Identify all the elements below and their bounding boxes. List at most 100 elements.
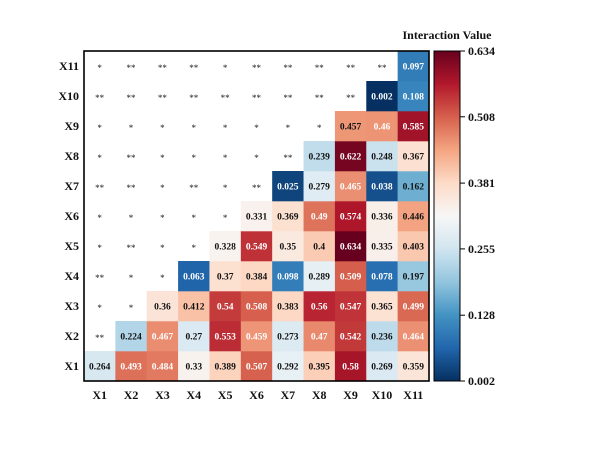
cell-value-label: 0.542	[340, 333, 362, 343]
x-tick-label: X8	[312, 388, 327, 402]
x-tick-label: X2	[124, 388, 139, 402]
heatmap-cell	[240, 321, 273, 352]
heatmap-cell	[303, 321, 336, 352]
heatmap-cell	[366, 321, 398, 352]
cell-value-label: 0.269	[371, 363, 393, 373]
cell-value-label: 0.459	[246, 333, 268, 343]
cell-value-label: 0.27	[185, 333, 202, 343]
significance-marker: *	[129, 303, 134, 313]
significance-marker: **	[252, 183, 262, 193]
heatmap-cell	[366, 231, 398, 262]
significance-marker: **	[346, 63, 356, 73]
significance-marker: **	[95, 333, 105, 343]
cell-value-label: 0.369	[277, 213, 299, 223]
heatmap-cell	[272, 201, 304, 232]
y-tick-label: X5	[64, 239, 79, 253]
cell-value-label: 0.54	[217, 303, 234, 313]
cell-value-label: 0.273	[277, 333, 299, 343]
colorbar-title: Interaction Value	[402, 28, 492, 42]
cell-value-label: 0.292	[277, 363, 299, 373]
significance-marker: *	[254, 153, 259, 163]
x-tick-label: X4	[186, 388, 201, 402]
cell-value-label: 0.412	[183, 303, 205, 313]
significance-marker: **	[377, 63, 387, 73]
heatmap-cell	[84, 351, 116, 382]
heatmap-cell	[303, 171, 336, 202]
heatmap-cell	[366, 201, 398, 232]
cell-value-label: 0.264	[89, 363, 111, 373]
heatmap-cell	[334, 231, 367, 262]
significance-marker: *	[286, 123, 291, 133]
cell-value-label: 0.622	[340, 153, 362, 163]
cell-value-label: 0.279	[309, 183, 331, 193]
cell-value-label: 0.499	[403, 303, 425, 313]
y-tick-label: X10	[58, 89, 79, 103]
cell-value-label: 0.078	[371, 273, 393, 283]
significance-marker: *	[223, 63, 228, 73]
x-tick-label: X3	[155, 388, 170, 402]
significance-marker: *	[160, 273, 165, 283]
heatmap-cell	[240, 291, 273, 322]
cell-value-label: 0.484	[152, 363, 174, 373]
x-tick-label: X11	[403, 388, 423, 402]
cell-value-label: 0.336	[371, 213, 393, 223]
heatmap-cell	[209, 291, 242, 322]
cell-value-label: 0.56	[311, 303, 328, 313]
cell-value-label: 0.4	[313, 243, 325, 253]
heatmap-cell	[397, 111, 430, 142]
cell-value-label: 0.464	[403, 333, 425, 343]
heatmap-cell	[366, 351, 398, 382]
significance-marker: *	[97, 303, 102, 313]
x-tick-label: X9	[343, 388, 358, 402]
cell-value-label: 0.108	[403, 93, 425, 103]
cell-value-label: 0.289	[309, 273, 331, 283]
heatmap-cell	[209, 351, 242, 382]
cell-value-label: 0.248	[371, 153, 393, 163]
significance-marker: **	[95, 273, 105, 283]
colorbar-tick-label: 0.508	[468, 110, 495, 124]
heatmap-cell	[272, 171, 304, 202]
heatmap-cell	[303, 201, 336, 232]
significance-marker: **	[221, 93, 231, 103]
heatmap-cell	[366, 261, 398, 292]
heatmap-cell	[209, 231, 242, 262]
cell-value-label: 0.359	[403, 363, 425, 373]
heatmap-cell	[397, 81, 430, 112]
significance-marker: **	[158, 63, 168, 73]
y-tick-label: X7	[64, 179, 79, 193]
colorbar-tick-label: 0.381	[468, 176, 495, 190]
heatmap-cell	[303, 231, 336, 262]
cell-value-label: 0.098	[277, 273, 299, 283]
heatmap-cell	[178, 321, 210, 352]
heatmap-cell	[209, 321, 242, 352]
significance-marker: *	[129, 123, 134, 133]
cell-value-label: 0.395	[309, 363, 331, 373]
significance-marker: **	[127, 153, 137, 163]
heatmap-cell	[334, 351, 367, 382]
cell-value-label: 0.457	[340, 123, 362, 133]
heatmap-cell	[303, 261, 336, 292]
cell-value-label: 0.063	[183, 273, 205, 283]
heatmap-cell	[303, 291, 336, 322]
cell-value-label: 0.389	[214, 363, 236, 373]
heatmap-cell	[178, 351, 210, 382]
significance-marker: **	[158, 93, 168, 103]
y-tick-label: X11	[59, 59, 79, 73]
heatmap-cell	[334, 291, 367, 322]
heatmap-cell	[334, 261, 367, 292]
heatmap-cell	[303, 351, 336, 382]
cell-value-label: 0.574	[340, 213, 362, 223]
cell-value-label: 0.47	[311, 333, 328, 343]
x-tick-label: X6	[249, 388, 264, 402]
significance-marker: *	[192, 213, 197, 223]
significance-marker: *	[129, 273, 134, 283]
significance-marker: *	[223, 183, 228, 193]
x-tick-label: X1	[92, 388, 107, 402]
significance-marker: *	[223, 213, 228, 223]
y-tick-label: X4	[64, 269, 79, 283]
significance-marker: *	[223, 123, 228, 133]
plot-frame	[83, 50, 430, 382]
cell-value-label: 0.547	[340, 303, 362, 313]
significance-marker: **	[95, 93, 105, 103]
